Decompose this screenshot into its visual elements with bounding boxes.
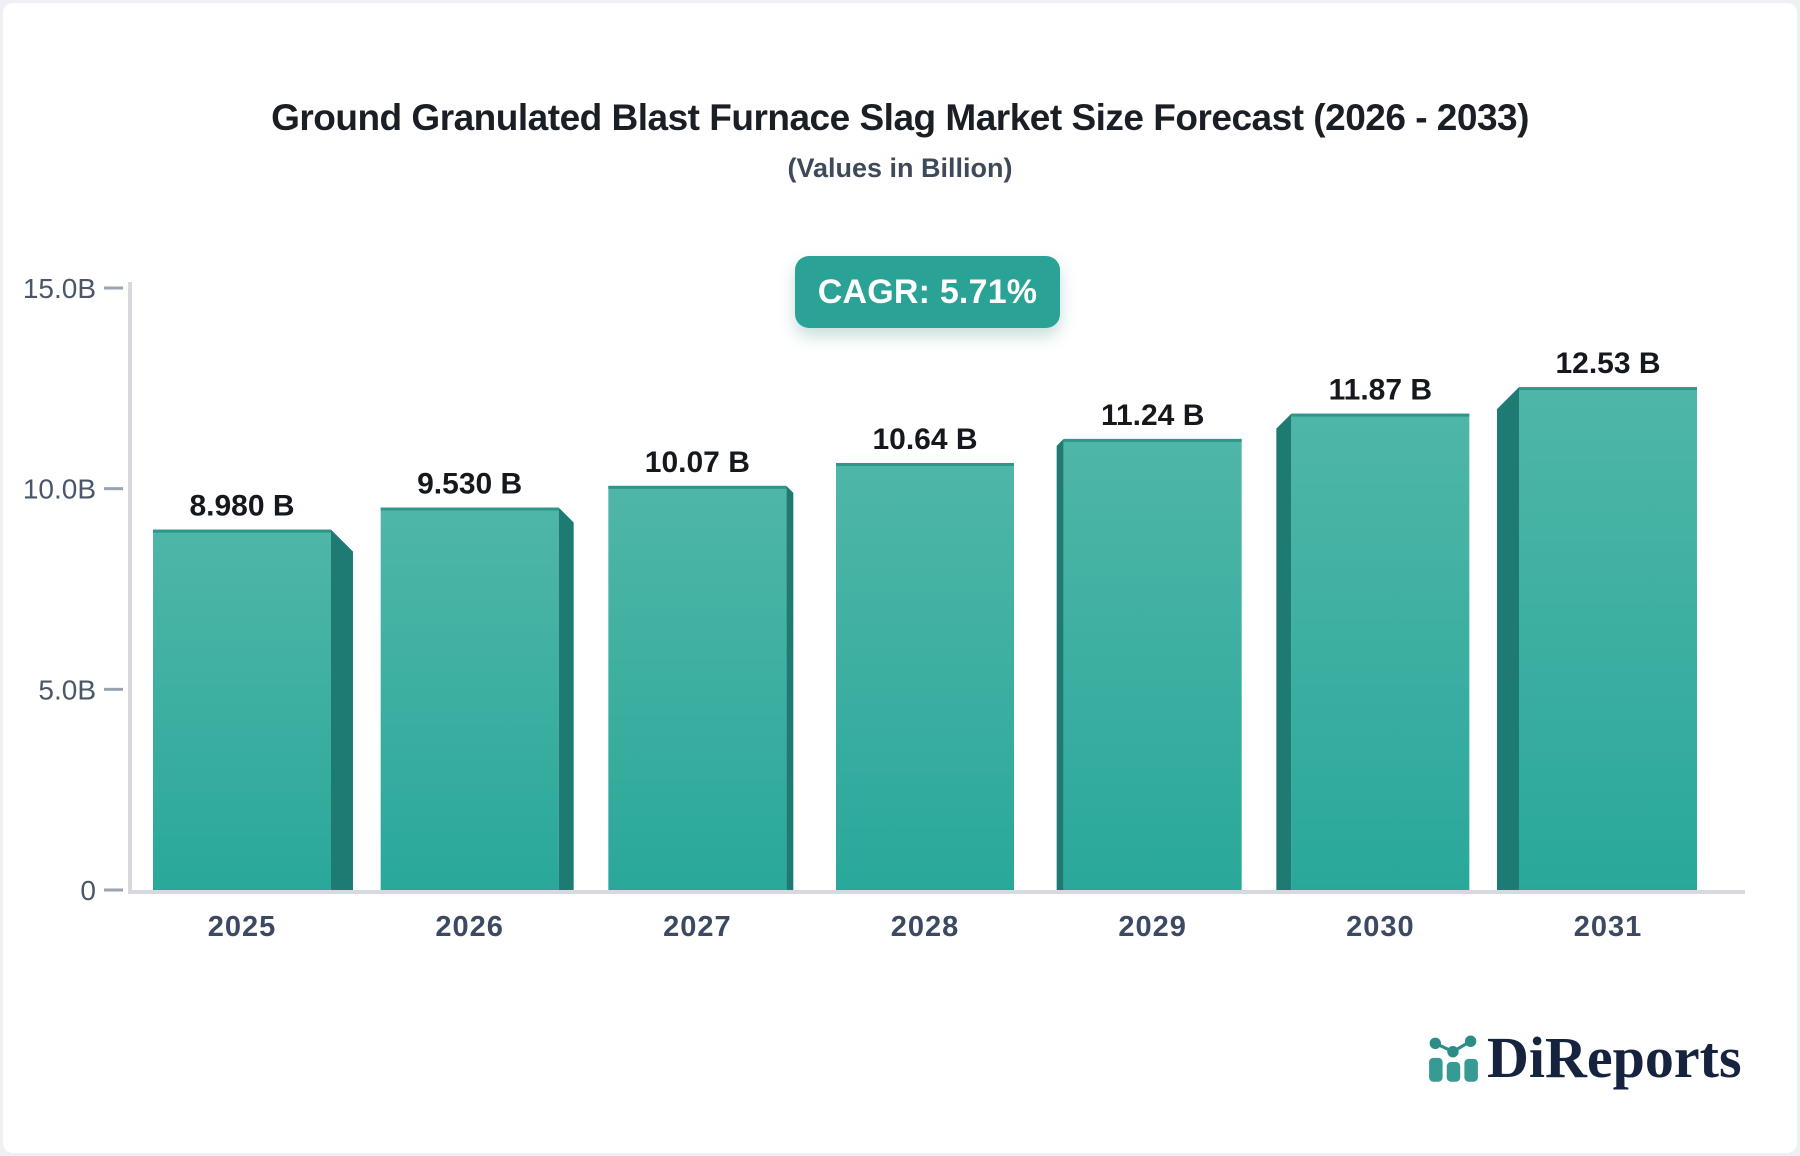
bar-top-edge <box>1291 413 1470 417</box>
bar-side-face <box>558 507 574 890</box>
bar-top-edge <box>380 507 559 511</box>
x-axis-label: 2029 <box>1118 911 1187 943</box>
bar-side-face <box>1497 387 1520 890</box>
bar <box>836 462 1015 890</box>
brand-name: DiReports <box>1487 1025 1742 1090</box>
bar-top-edge <box>153 529 331 533</box>
cagr-badge-label: CAGR: 5.71% <box>817 272 1038 311</box>
x-axis-label: 2030 <box>1346 911 1415 943</box>
bar-top-edge <box>1519 387 1698 391</box>
bar-side-face <box>331 529 353 890</box>
chart-card: Ground Granulated Blast Furnace Slag Mar… <box>3 3 1797 1153</box>
y-tick-label: 10.0B <box>23 474 96 505</box>
bar-top-edge <box>836 462 1015 466</box>
chart-title: Ground Granulated Blast Furnace Slag Mar… <box>271 97 1529 138</box>
y-tick <box>104 687 123 691</box>
bar-side-face <box>1056 438 1064 890</box>
y-tick <box>104 487 123 491</box>
bar-top-edge <box>608 485 787 489</box>
x-axis-label: 2026 <box>435 911 504 943</box>
y-axis-line <box>128 282 132 892</box>
bar <box>608 485 787 890</box>
cagr-badge: CAGR: 5.71% <box>795 256 1060 328</box>
chart-subtitle: (Values in Billion) <box>787 153 1013 183</box>
y-tick-label: 5.0B <box>38 674 96 705</box>
x-axis-line <box>128 890 1745 894</box>
bar-side-face <box>786 485 794 890</box>
bar <box>1063 438 1242 890</box>
x-axis-label: 2025 <box>208 911 277 943</box>
x-axis-label: 2031 <box>1574 911 1643 943</box>
x-axis-label: 2028 <box>891 911 960 943</box>
x-axis-label: 2027 <box>663 911 732 943</box>
bar-side-face <box>1276 413 1292 890</box>
bar <box>1519 387 1698 890</box>
bar <box>1291 413 1470 890</box>
bar-value-label: 8.980 B <box>189 490 294 523</box>
y-tick <box>104 286 123 290</box>
bar-chart-plot: 0 5.0B 10.0B 15.0B 8.980 B 2025 9.530 B 2026 10.… <box>23 273 1745 943</box>
bar <box>380 507 559 890</box>
bar-value-label: 10.07 B <box>645 446 750 479</box>
y-tick-label: 15.0B <box>23 273 96 304</box>
bar-value-label: 11.87 B <box>1329 374 1432 407</box>
bars-trend-icon <box>1429 1035 1478 1082</box>
bar-top-edge <box>1063 438 1242 442</box>
bar-value-label: 12.53 B <box>1555 347 1660 380</box>
brand-logo: DiReports <box>1427 1029 1742 1089</box>
bar-value-label: 9.530 B <box>417 468 522 501</box>
y-tick <box>104 888 123 892</box>
y-tick-label: 0 <box>80 875 96 906</box>
bar-value-label: 11.24 B <box>1101 399 1204 432</box>
bar-value-label: 10.64 B <box>872 423 977 456</box>
bar <box>153 529 331 890</box>
